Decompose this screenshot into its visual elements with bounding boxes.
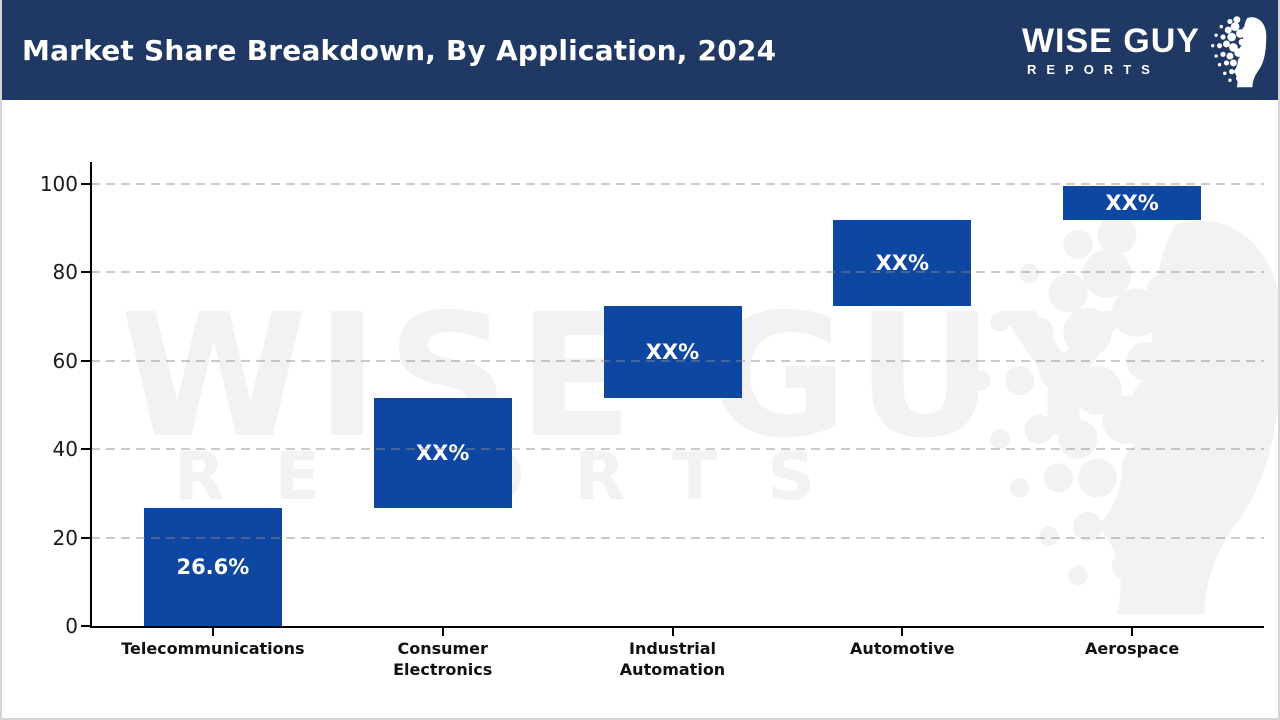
- x-axis-tick-label: Telecommunications: [121, 639, 305, 658]
- y-axis-tick-label: 40: [52, 437, 78, 461]
- x-axis-tick: [211, 628, 214, 636]
- watermark-face-icon: [970, 215, 1278, 615]
- bar-automotive: XX%: [833, 219, 972, 307]
- x-axis-tick: [441, 628, 444, 636]
- gridline: [91, 359, 1264, 362]
- bar-value-label: XX%: [1105, 190, 1159, 215]
- wiseguy-logo: WISE GUY REPORTS: [1022, 12, 1268, 88]
- logo-wordmark-line1: WISE GUY: [1021, 22, 1200, 60]
- y-axis-tick-label: 0: [65, 614, 78, 638]
- y-axis-tick-label: 60: [52, 348, 78, 373]
- logo-wordmark-line2: REPORTS: [1026, 62, 1160, 77]
- x-axis-tick-label: Industrial Automation: [619, 639, 726, 679]
- logo-wordmark: WISE GUY REPORTS: [1022, 23, 1200, 77]
- gridline: [91, 271, 1264, 273]
- y-axis-tick: [81, 271, 90, 273]
- gridline: [91, 536, 1264, 539]
- y-axis-tick-label: 100: [39, 171, 78, 196]
- bar-industrial-automation: XX%: [603, 306, 742, 399]
- y-axis-tick: [81, 182, 90, 185]
- bar-value-label: XX%: [415, 441, 470, 466]
- x-axis-tick-label: Aerospace: [1084, 639, 1180, 658]
- header: Market Share Breakdown, By Application, …: [2, 0, 1278, 100]
- bar-value-label: 26.6%: [176, 555, 250, 580]
- page-title: Market Share Breakdown, By Application, …: [22, 33, 777, 67]
- logo-face-icon: [1210, 16, 1267, 88]
- y-axis-tick: [81, 536, 90, 539]
- y-axis-tick: [81, 359, 90, 362]
- x-axis-tick-label: Automotive: [850, 639, 955, 658]
- bar-aerospace: XX%: [1063, 185, 1202, 220]
- bar-value-label: XX%: [875, 250, 930, 275]
- x-axis-tick: [1131, 628, 1134, 636]
- bar-value-label: XX%: [645, 340, 700, 365]
- y-axis-tick: [81, 625, 90, 627]
- x-axis-tick: [901, 628, 904, 636]
- x-axis-line: [90, 626, 1264, 628]
- y-axis-tick-label: 80: [52, 260, 78, 284]
- y-axis-line: [90, 162, 92, 628]
- x-axis-tick-label: Consumer Electronics: [393, 639, 493, 679]
- bar-consumer-electronics: XX%: [373, 398, 512, 509]
- y-axis-tick: [81, 448, 90, 450]
- y-axis-tick-label: 20: [52, 525, 78, 550]
- gridline: [91, 448, 1264, 450]
- gridline: [91, 182, 1264, 185]
- x-axis-tick: [671, 628, 674, 636]
- bar-telecommunications: 26.6%: [143, 508, 282, 626]
